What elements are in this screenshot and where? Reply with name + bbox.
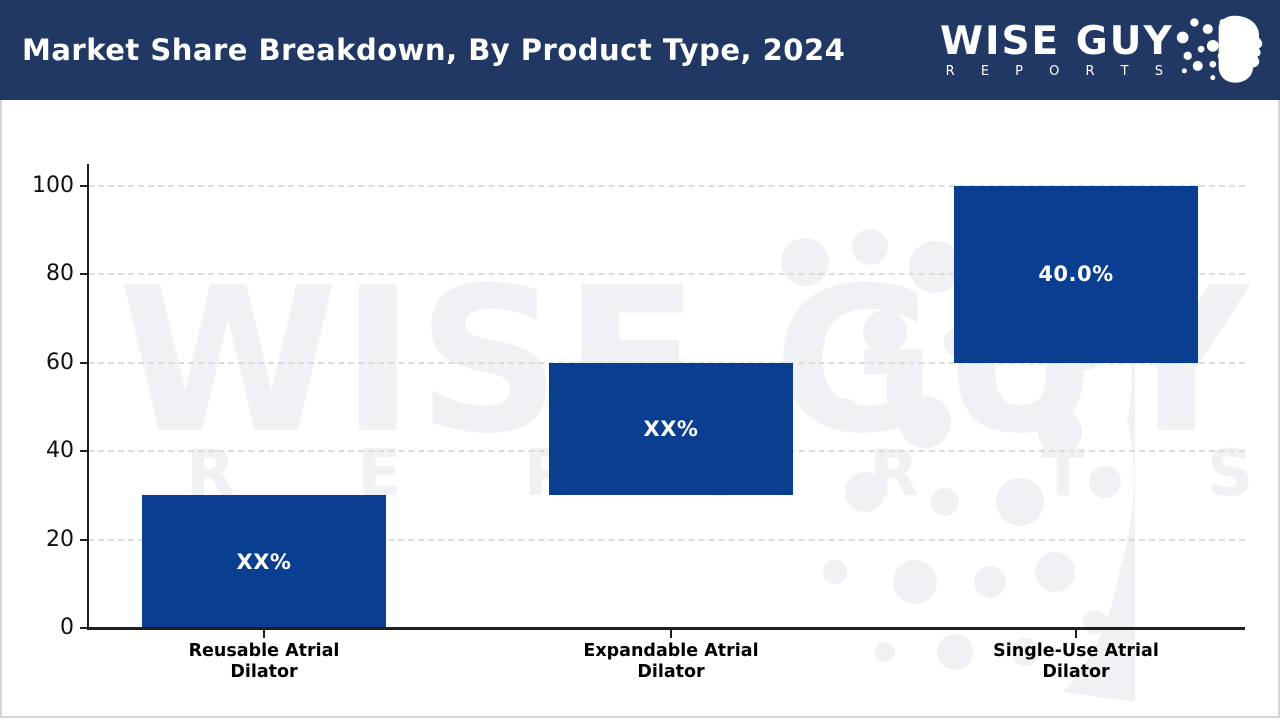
bar-value-label: XX% [643,417,699,442]
content-border-right [1278,100,1280,718]
bar-segment: XX% [549,362,793,496]
gridline-80 [88,273,1245,276]
header: Market Share Breakdown, By Product Type,… [0,0,1280,100]
gridline-20 [88,538,1245,541]
y-tick-label: 20 [46,526,74,552]
bar-segment: 40.0% [954,186,1198,363]
y-tick-mark [80,273,88,276]
bar-value-label: XX% [236,549,292,574]
bar-segment: XX% [142,495,386,628]
y-tick-label: 0 [60,615,74,640]
logo-wordmark: WISE GUY [939,19,1174,64]
y-tick-mark [80,450,88,453]
y-tick-label: 100 [32,173,74,198]
x-tick-mark [263,630,265,638]
logo-text: WISE GUY R E P O R T S [940,22,1174,78]
logo-face-icon [1176,15,1263,83]
bar-value-label: 40.0% [1038,262,1114,287]
x-axis-line [87,627,1245,630]
page-title: Market Share Breakdown, By Product Type,… [22,33,846,67]
logo-subtitle: R E P O R T S [945,64,1174,79]
y-tick-mark [80,361,88,364]
x-category-label: Expandable Atrial Dilator [583,641,759,682]
y-tick-mark [80,538,88,541]
y-tick-mark [80,185,88,187]
y-tick-label: 60 [46,349,74,375]
y-tick-label: 40 [46,438,74,464]
gridline-100 [88,185,1245,187]
x-tick-mark [670,630,672,638]
x-category-label: Single-Use Atrial Dilator [993,641,1159,682]
x-category-label: Reusable Atrial Dilator [188,641,340,682]
content-border-left [0,100,2,718]
y-axis-line [87,164,89,629]
wiseguy-logo: WISE GUY R E P O R T S [940,4,1268,96]
x-tick-mark [1075,630,1077,638]
content-border-bottom [0,716,1280,718]
y-tick-mark [80,627,88,629]
y-tick-label: 80 [46,261,74,287]
